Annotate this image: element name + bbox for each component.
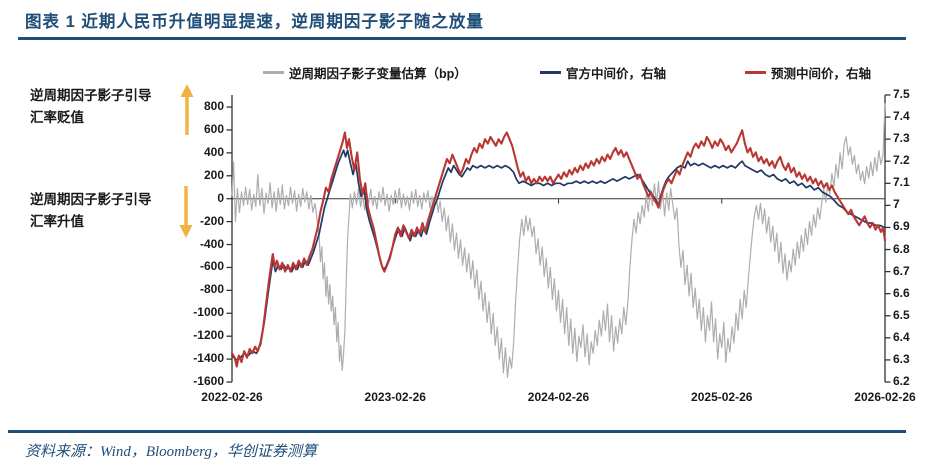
- right-axis-tick-label: 7.5: [893, 87, 910, 101]
- left-axis-tick-label: 600: [203, 121, 224, 136]
- left-axis-tick-label: -1000: [193, 305, 224, 320]
- annotation-line: 汇率贬值: [30, 110, 84, 125]
- legend-line-swatch-blue: [540, 70, 561, 74]
- right-axis-tick-label: 7.3: [893, 131, 910, 146]
- right-axis-tick-label: 6.8: [893, 241, 910, 256]
- left-axis-tick-label: -1600: [193, 374, 224, 389]
- legend-item-official-fix: 官方中间价，右轴: [540, 63, 666, 81]
- right-axis-tick-label: 7.4: [893, 109, 910, 124]
- right-axis-tick-label: 6.6: [893, 285, 910, 300]
- legend-label: 预测中间价，右轴: [771, 66, 872, 81]
- left-axis-tick-label: 0: [217, 190, 224, 205]
- legend-label: 逆周期因子影子变量估算（bp）: [289, 66, 467, 81]
- chart-legend: 逆周期因子影子变量估算（bp） 官方中间价，右轴 预测中间价，右轴: [0, 63, 946, 81]
- x-axis-tick-label: 2024-02-26: [527, 390, 590, 404]
- source-text: 资料来源：Wind，Bloomberg，华创证券测算: [25, 444, 317, 460]
- right-axis-tick-label: 6.7: [893, 263, 910, 278]
- annotation-depreciation: 逆周期因子影子引导 汇率贬值: [30, 85, 152, 129]
- annotation-line: 逆周期因子影子引导: [30, 192, 152, 207]
- annotation-line: 汇率升值: [30, 214, 84, 229]
- up-arrow-icon: [180, 84, 194, 135]
- right-axis-tick-label: 7: [893, 197, 900, 212]
- footer-rule: [8, 430, 906, 433]
- legend-item-predicted-fix: 预测中间价，右轴: [745, 63, 871, 81]
- left-axis-tick-label: 200: [203, 167, 224, 182]
- down-arrow-icon: [179, 186, 193, 238]
- right-axis-tick-label: 6.4: [893, 329, 910, 344]
- left-axis-tick-label: -800: [199, 282, 224, 297]
- left-axis-tick-label: 800: [203, 99, 224, 114]
- legend-label: 官方中间价，右轴: [566, 66, 667, 81]
- title-rule: [18, 37, 906, 40]
- right-axis-tick-label: 6.9: [893, 219, 910, 234]
- figure-title: 图表 1 近期人民币升值明显提速，逆周期因子影子随之放量: [25, 13, 484, 31]
- right-axis-tick-label: 6.3: [893, 351, 910, 366]
- right-axis-tick-label: 7.2: [893, 153, 910, 168]
- legend-line-swatch-gray: [263, 70, 284, 74]
- x-axis-tick-label: 2022-02-26: [201, 390, 263, 404]
- legend-line-swatch-red: [745, 70, 766, 74]
- right-axis-tick-label: 6.2: [893, 374, 910, 388]
- annotation-appreciation: 逆周期因子影子引导 汇率升值: [30, 189, 152, 233]
- left-axis-tick-label: 400: [203, 144, 224, 159]
- annotation-line: 逆周期因子影子引导: [30, 88, 152, 103]
- left-axis-tick-label: -200: [199, 213, 224, 228]
- legend-item-shadow-estimate: 逆周期因子影子变量估算（bp）: [263, 63, 467, 81]
- left-axis-tick-label: -1200: [193, 328, 224, 343]
- left-axis-tick-label: -600: [199, 259, 224, 274]
- right-axis-tick-label: 7.1: [893, 175, 910, 190]
- left-axis-tick-label: -1400: [193, 351, 224, 366]
- x-axis-tick-label: 2025-02-26: [691, 390, 753, 404]
- x-axis-tick-label: 2026-02-26: [854, 390, 916, 404]
- left-axis-tick-label: -400: [199, 236, 224, 251]
- x-axis-tick-label: 2023-02-26: [364, 390, 426, 404]
- right-axis-tick-label: 6.5: [893, 307, 910, 322]
